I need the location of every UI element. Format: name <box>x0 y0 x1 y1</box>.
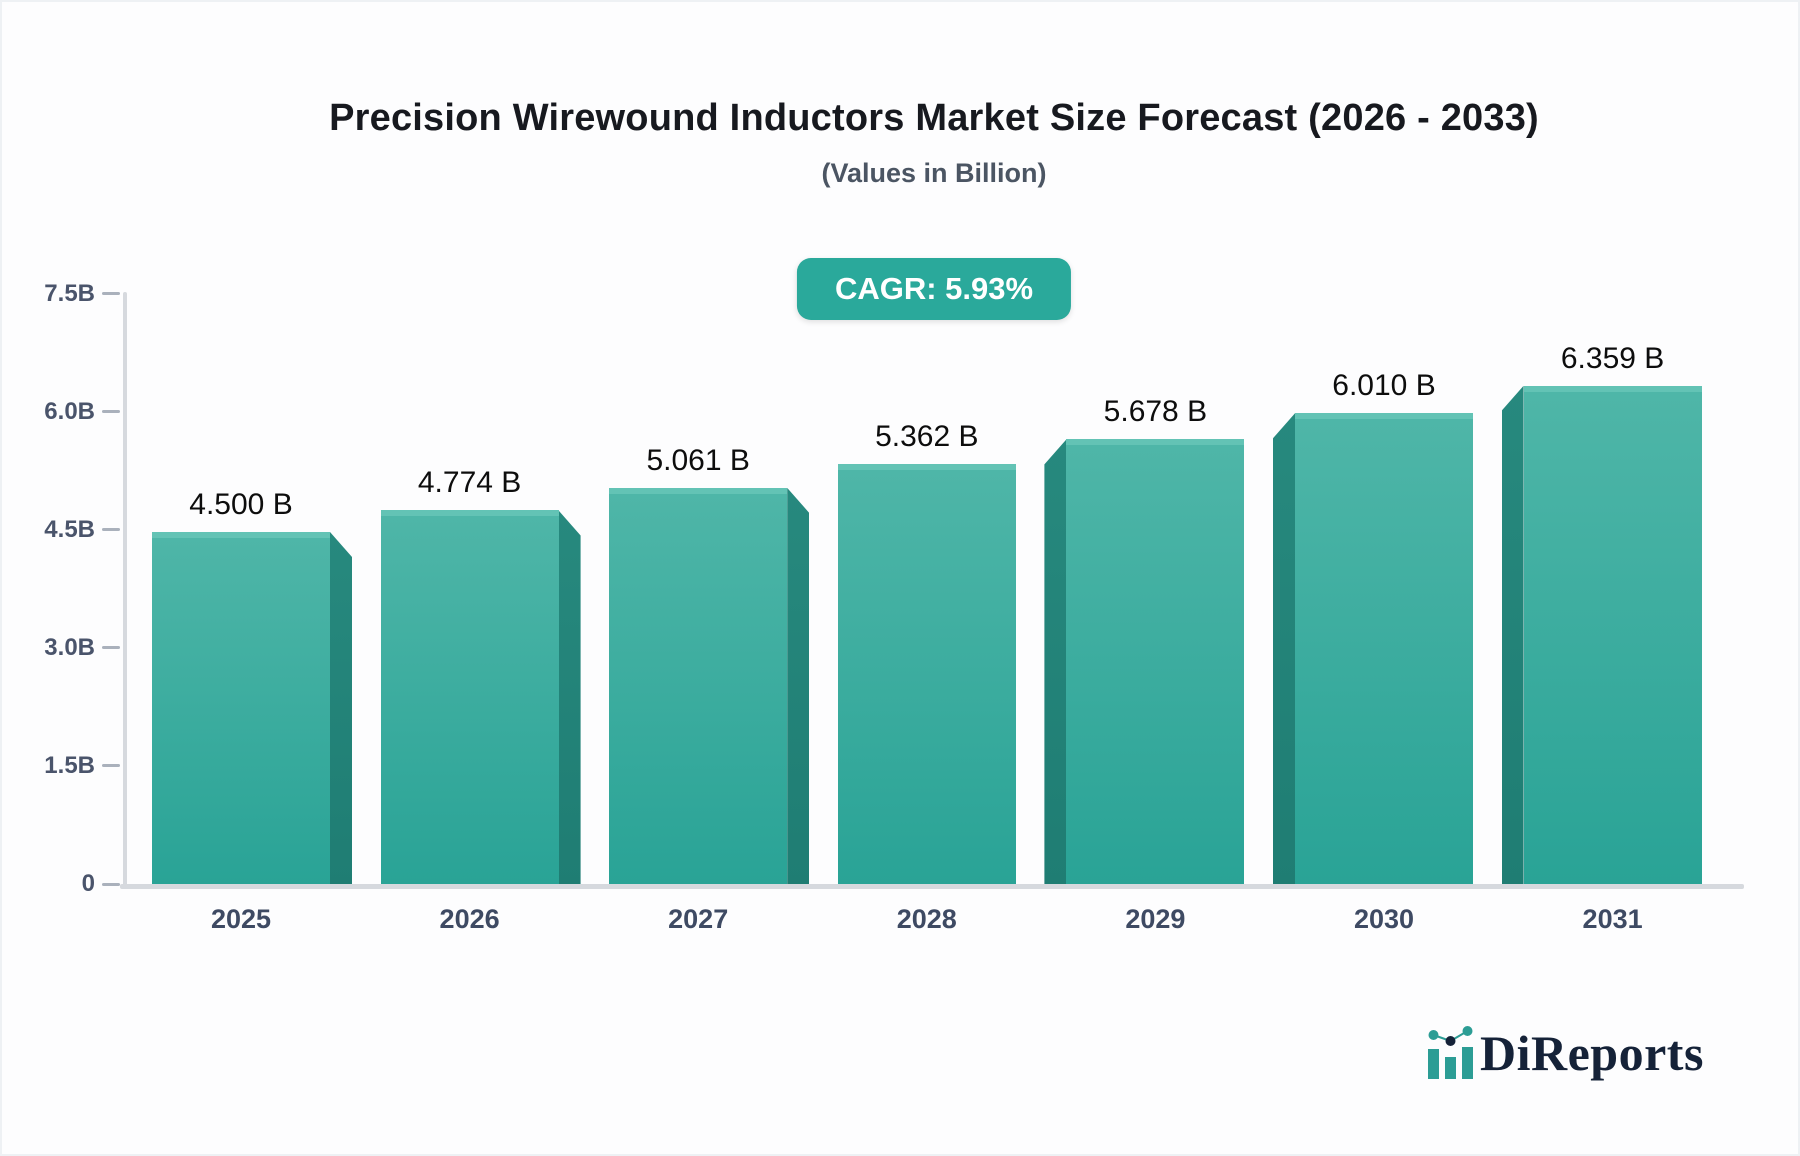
y-tick-dash-3.0B <box>102 646 120 650</box>
bar-face-2030 <box>1295 413 1473 886</box>
bar-face-2025 <box>152 531 330 886</box>
y-axis-line <box>123 292 127 886</box>
y-tick-label-3.0B: 3.0B <box>44 633 95 661</box>
y-tick-label-7.5B: 7.5B <box>44 279 95 307</box>
x-axis-label-2029: 2029 <box>1125 904 1186 934</box>
bar-side-2031 <box>1501 385 1524 886</box>
bar-top-edge-2027 <box>609 487 788 494</box>
bar-side-2027 <box>787 487 810 886</box>
bar-value-label-2029: 5.678 B <box>1103 395 1208 429</box>
bar-face-2028 <box>837 464 1016 886</box>
y-tick-label-0: 0 <box>81 870 95 897</box>
x-axis-label-2027: 2027 <box>668 904 729 934</box>
y-tick-dash-4.5B <box>102 528 120 532</box>
bar-value-label-2028: 5.362 B <box>875 420 979 454</box>
bar-face-2031 <box>1523 385 1702 886</box>
x-axis-label-2030: 2030 <box>1353 904 1415 934</box>
x-axis-baseline <box>120 884 1744 889</box>
chart-subtitle: (Values in Billion) <box>821 158 1047 188</box>
y-tick-label-6.0B: 6.0B <box>44 397 95 425</box>
bar-value-label-2027: 5.061 B <box>646 443 750 477</box>
page-title: Precision Wirewound Inductors Market Siz… <box>329 97 1539 139</box>
y-tick-dash-7.5B <box>102 292 120 296</box>
cagr-badge: CAGR: 5.93% <box>796 258 1072 320</box>
bar-top-edge-2028 <box>837 464 1016 471</box>
bar-face-2027 <box>609 487 788 886</box>
direports-logo-icon <box>1428 1026 1473 1079</box>
y-tick-dash-0 <box>102 882 120 886</box>
y-tick-label-4.5B: 4.5B <box>44 515 95 543</box>
bar-value-label-2025: 4.500 B <box>189 487 293 521</box>
bar-value-label-2030: 6.010 B <box>1332 369 1436 403</box>
direports-logo: DiReports <box>1426 1024 1704 1082</box>
bar-side-2029 <box>1044 439 1067 886</box>
direports-logo-text: DiReports <box>1480 1025 1704 1081</box>
bar-side-2026 <box>558 510 581 886</box>
y-tick-label-1.5B: 1.5B <box>44 751 95 779</box>
x-axis-label-2026: 2026 <box>439 904 500 934</box>
bar-side-2030 <box>1273 413 1295 886</box>
x-axis-label-2031: 2031 <box>1582 904 1643 934</box>
bar-top-edge-2030 <box>1295 413 1473 420</box>
bar-value-label-2026: 4.774 B <box>417 466 522 500</box>
bar-side-2025 <box>330 531 352 886</box>
bar-face-2029 <box>1066 439 1245 886</box>
bar-value-label-2031: 6.359 B <box>1560 341 1665 375</box>
x-axis-label-2025: 2025 <box>210 904 272 934</box>
y-tick-dash-1.5B <box>102 764 120 768</box>
bar-top-edge-2031 <box>1523 385 1702 392</box>
bar-top-edge-2025 <box>152 531 330 538</box>
x-axis-label-2028: 2028 <box>896 904 957 934</box>
bar-top-edge-2026 <box>380 510 559 517</box>
bar-top-edge-2029 <box>1066 439 1245 446</box>
y-tick-dash-6.0B <box>102 410 120 414</box>
bar-face-2026 <box>380 510 559 886</box>
